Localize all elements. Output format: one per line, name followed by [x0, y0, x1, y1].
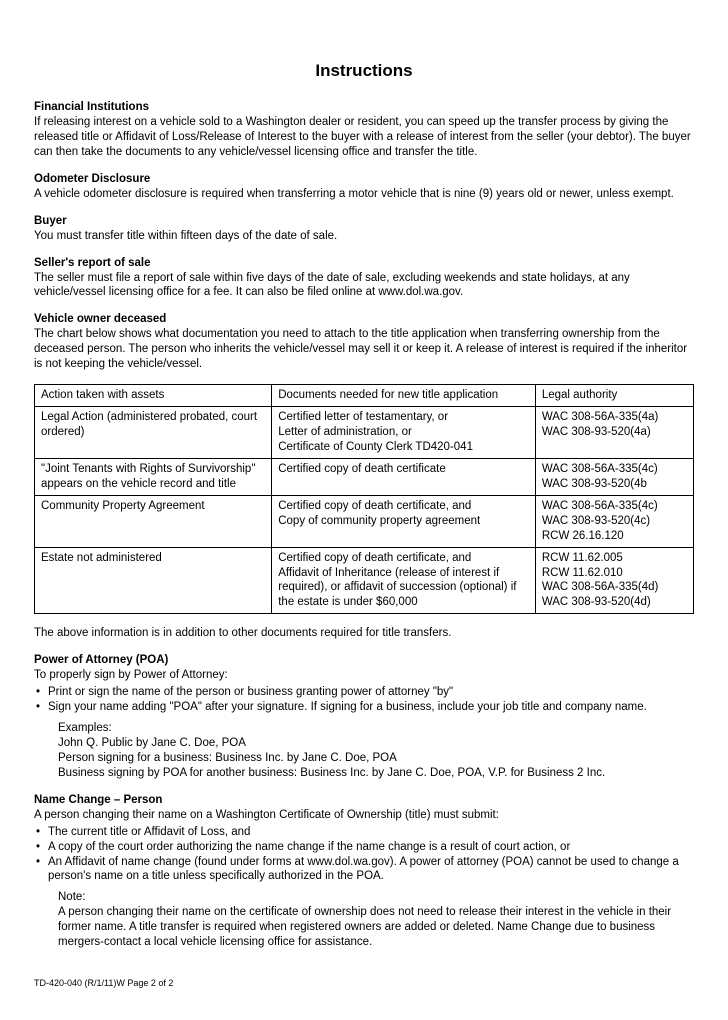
heading-buyer: Buyer — [34, 215, 67, 227]
heading-deceased: Vehicle owner deceased — [34, 313, 166, 325]
cell: RCW 11.62.005RCW 11.62.010WAC 308-56A-33… — [535, 547, 693, 614]
cell: Certified copy of death certificate — [272, 458, 536, 495]
heading-namechange: Name Change – Person — [34, 794, 162, 806]
after-table-note: The above information is in addition to … — [34, 626, 694, 641]
body-seller: The seller must file a report of sale wi… — [34, 272, 630, 299]
cell: Community Property Agreement — [35, 495, 272, 547]
cell: WAC 308-56A-335(4c)WAC 308-93-520(4c)RCW… — [535, 495, 693, 547]
namechange-note: Note: A person changing their name on th… — [34, 890, 694, 950]
cell: Legal Action (administered probated, cou… — [35, 407, 272, 459]
heading-odometer: Odometer Disclosure — [34, 173, 150, 185]
cell: Certified copy of death certificate, and… — [272, 495, 536, 547]
page-footer: TD-420-040 (R/1/11)W Page 2 of 2 — [34, 978, 694, 990]
cell: WAC 308-56A-335(4c)WAC 308-93-520(4b — [535, 458, 693, 495]
note-body: A person changing their name on the cert… — [58, 906, 671, 948]
cell: Certified letter of testamentary, orLett… — [272, 407, 536, 459]
th-authority: Legal authority — [535, 385, 693, 407]
section-financial: Financial Institutions If releasing inte… — [34, 100, 694, 160]
table-row: Legal Action (administered probated, cou… — [35, 407, 694, 459]
cell: Estate not administered — [35, 547, 272, 614]
poa-bullets: Print or sign the name of the person or … — [34, 685, 694, 715]
list-item: A copy of the court order authorizing th… — [34, 840, 694, 855]
body-financial: If releasing interest on a vehicle sold … — [34, 116, 691, 158]
example-line: John Q. Public by Jane C. Doe, POA — [58, 737, 246, 749]
table-header-row: Action taken with assets Documents neede… — [35, 385, 694, 407]
table-row: Estate not administered Certified copy o… — [35, 547, 694, 614]
section-poa: Power of Attorney (POA) To properly sign… — [34, 653, 694, 781]
table-row: "Joint Tenants with Rights of Survivorsh… — [35, 458, 694, 495]
section-deceased: Vehicle owner deceased The chart below s… — [34, 312, 694, 372]
section-odometer: Odometer Disclosure A vehicle odometer d… — [34, 172, 694, 202]
section-seller: Seller's report of sale The seller must … — [34, 256, 694, 301]
examples-label: Examples: — [58, 722, 112, 734]
cell: WAC 308-56A-335(4a)WAC 308-93-520(4a) — [535, 407, 693, 459]
table-row: Community Property Agreement Certified c… — [35, 495, 694, 547]
heading-seller: Seller's report of sale — [34, 257, 151, 269]
list-item: Print or sign the name of the person or … — [34, 685, 694, 700]
th-action: Action taken with assets — [35, 385, 272, 407]
cell: Certified copy of death certificate, and… — [272, 547, 536, 614]
th-docs: Documents needed for new title applicati… — [272, 385, 536, 407]
deceased-table: Action taken with assets Documents neede… — [34, 384, 694, 614]
list-item: An Affidavit of name change (found under… — [34, 855, 694, 885]
namechange-bullets: The current title or Affidavit of Loss, … — [34, 825, 694, 885]
heading-financial: Financial Institutions — [34, 101, 149, 113]
example-line: Person signing for a business: Business … — [58, 752, 397, 764]
body-odometer: A vehicle odometer disclosure is require… — [34, 188, 674, 200]
body-deceased: The chart below shows what documentation… — [34, 328, 687, 370]
list-item: The current title or Affidavit of Loss, … — [34, 825, 694, 840]
list-item: Sign your name adding "POA" after your s… — [34, 700, 694, 715]
cell: "Joint Tenants with Rights of Survivorsh… — [35, 458, 272, 495]
body-buyer: You must transfer title within fifteen d… — [34, 230, 337, 242]
poa-intro: To properly sign by Power of Attorney: — [34, 669, 228, 681]
heading-poa: Power of Attorney (POA) — [34, 654, 168, 666]
poa-examples: Examples: John Q. Public by Jane C. Doe,… — [34, 721, 694, 781]
page-title: Instructions — [34, 60, 694, 82]
section-buyer: Buyer You must transfer title within fif… — [34, 214, 694, 244]
note-label: Note: — [58, 891, 86, 903]
example-line: Business signing by POA for another busi… — [58, 767, 605, 779]
section-namechange: Name Change – Person A person changing t… — [34, 793, 694, 950]
namechange-intro: A person changing their name on a Washin… — [34, 809, 499, 821]
